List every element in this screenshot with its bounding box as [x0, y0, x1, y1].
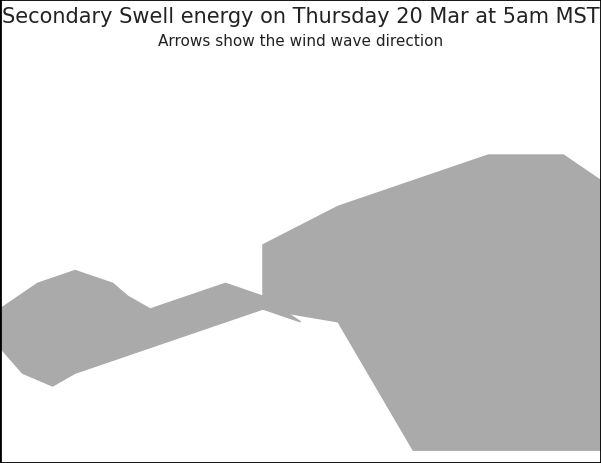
Polygon shape [263, 156, 601, 450]
Text: Arrows show the wind wave direction: Arrows show the wind wave direction [158, 34, 443, 49]
Polygon shape [0, 271, 300, 386]
Text: Secondary Swell energy on Thursday 20 Mar at 5am MST: Secondary Swell energy on Thursday 20 Ma… [2, 7, 599, 27]
